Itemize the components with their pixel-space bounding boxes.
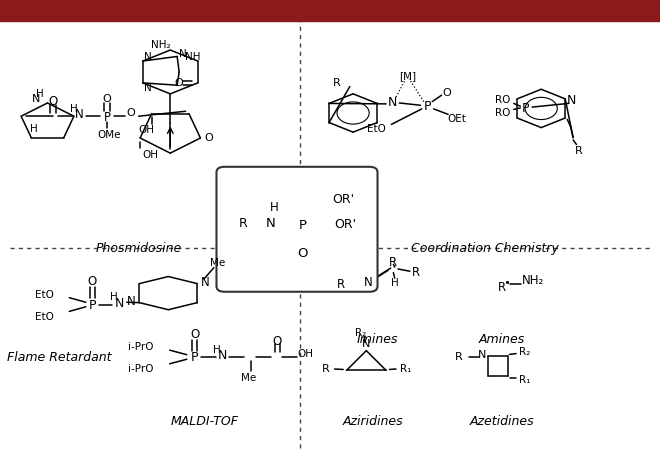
Text: Me: Me bbox=[241, 373, 257, 383]
Text: O: O bbox=[102, 94, 112, 104]
Text: i-PrO: i-PrO bbox=[128, 341, 154, 351]
Text: Flame Retardant: Flame Retardant bbox=[7, 351, 112, 364]
Text: Aziridines: Aziridines bbox=[343, 415, 403, 427]
Text: O: O bbox=[48, 95, 57, 107]
Text: N: N bbox=[266, 217, 275, 229]
Text: P: P bbox=[298, 219, 306, 232]
FancyBboxPatch shape bbox=[216, 167, 378, 292]
Text: RO: RO bbox=[495, 107, 510, 117]
Text: [M]: [M] bbox=[399, 71, 416, 81]
Text: NH₂: NH₂ bbox=[522, 273, 544, 286]
Text: Imines: Imines bbox=[357, 333, 398, 345]
Text: EtO: EtO bbox=[367, 123, 385, 133]
Text: OH: OH bbox=[142, 150, 158, 160]
Text: RO: RO bbox=[495, 95, 510, 105]
Text: N: N bbox=[127, 294, 136, 307]
Text: EtO: EtO bbox=[35, 290, 54, 300]
Text: N: N bbox=[145, 82, 152, 92]
Text: O: O bbox=[126, 107, 135, 117]
Text: P: P bbox=[191, 351, 199, 364]
Text: R: R bbox=[389, 255, 397, 268]
Text: N: N bbox=[32, 94, 40, 104]
Text: N: N bbox=[115, 296, 124, 309]
Text: O: O bbox=[175, 78, 183, 88]
Text: N: N bbox=[567, 94, 576, 107]
Text: H: H bbox=[36, 89, 44, 99]
Text: EtO: EtO bbox=[35, 311, 54, 321]
Text: R: R bbox=[498, 280, 506, 293]
Text: R: R bbox=[321, 363, 329, 373]
Text: R: R bbox=[333, 78, 341, 88]
Text: R: R bbox=[455, 351, 463, 361]
Text: N: N bbox=[478, 349, 486, 359]
Text: NH: NH bbox=[185, 52, 200, 62]
Text: OEt: OEt bbox=[447, 114, 466, 124]
Text: R: R bbox=[337, 278, 345, 291]
Text: OMe: OMe bbox=[98, 129, 121, 139]
Text: H: H bbox=[270, 201, 279, 213]
Text: MALDI-TOF: MALDI-TOF bbox=[170, 415, 239, 427]
Text: R: R bbox=[412, 266, 420, 278]
Text: O: O bbox=[88, 275, 97, 288]
Text: N: N bbox=[145, 52, 152, 62]
Text: O: O bbox=[190, 327, 199, 340]
Text: O: O bbox=[273, 335, 282, 348]
Text: Me: Me bbox=[209, 257, 225, 267]
Text: N: N bbox=[179, 49, 186, 59]
Text: N: N bbox=[75, 108, 84, 121]
Text: P: P bbox=[423, 100, 431, 112]
Text: R₁: R₁ bbox=[400, 363, 412, 373]
Text: Phosmidosine: Phosmidosine bbox=[96, 242, 182, 254]
Text: N: N bbox=[388, 96, 397, 109]
Text: O: O bbox=[442, 87, 451, 97]
Text: NH₂: NH₂ bbox=[150, 40, 170, 50]
Text: Azetidines: Azetidines bbox=[469, 415, 534, 427]
Text: H: H bbox=[30, 124, 38, 134]
Text: OH: OH bbox=[297, 349, 313, 359]
Text: O: O bbox=[204, 133, 213, 143]
Text: R: R bbox=[238, 217, 248, 229]
Text: O: O bbox=[297, 247, 308, 260]
Text: i-PrO: i-PrO bbox=[128, 364, 154, 374]
Text: H: H bbox=[391, 277, 399, 287]
Text: H: H bbox=[213, 344, 221, 354]
Text: R₁: R₁ bbox=[519, 374, 531, 384]
Text: N: N bbox=[201, 275, 210, 288]
Text: R₂: R₂ bbox=[355, 327, 367, 337]
Text: OH: OH bbox=[139, 125, 154, 135]
Text: Coordination Chemistry: Coordination Chemistry bbox=[411, 242, 559, 254]
Text: OR': OR' bbox=[334, 218, 356, 231]
Text: P: P bbox=[88, 298, 96, 311]
Text: N: N bbox=[362, 339, 370, 349]
Text: Amines: Amines bbox=[478, 333, 525, 345]
Text: R: R bbox=[575, 146, 582, 156]
Text: H: H bbox=[70, 104, 78, 114]
Text: N: N bbox=[218, 349, 227, 361]
Text: R₂: R₂ bbox=[519, 347, 531, 356]
Text: H: H bbox=[110, 292, 118, 302]
Text: P: P bbox=[104, 111, 110, 123]
Text: OR': OR' bbox=[332, 192, 354, 205]
Text: P: P bbox=[522, 101, 529, 114]
Bar bbox=[0, 0, 660, 22]
Text: N: N bbox=[364, 276, 373, 288]
